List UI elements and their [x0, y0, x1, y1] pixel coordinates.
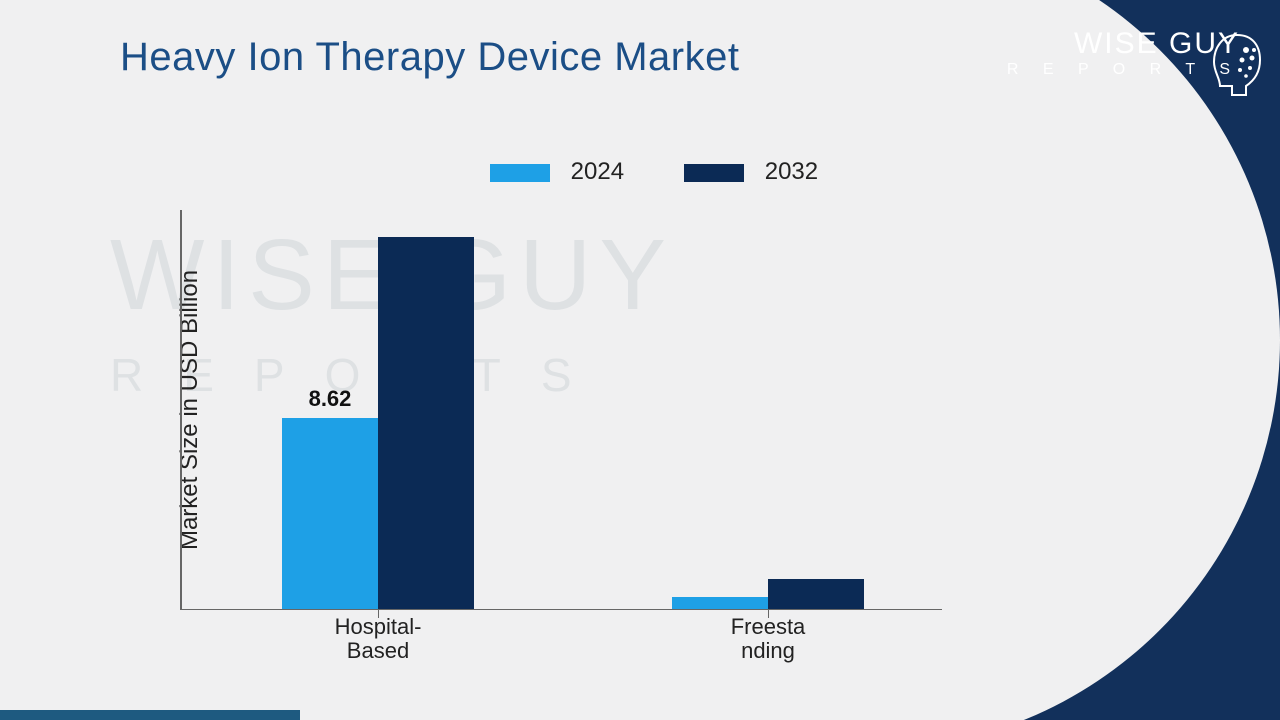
- legend-label-2032: 2032: [765, 158, 818, 185]
- legend: 2024 2032: [490, 158, 818, 186]
- legend-item-2032: 2032: [684, 158, 818, 186]
- bottom-accent-bar: [0, 710, 300, 720]
- report-canvas: Heavy Ion Therapy Device Market WISE GUY…: [0, 0, 1280, 720]
- legend-item-2024: 2024: [490, 158, 624, 186]
- value-label: 8.62: [282, 386, 378, 412]
- bar: [378, 237, 474, 610]
- bar: [768, 579, 864, 610]
- x-tick: [378, 610, 379, 618]
- chart-title: Heavy Ion Therapy Device Market: [120, 35, 739, 80]
- bar: [672, 597, 768, 610]
- x-tick-label: Hospital-Based: [282, 615, 474, 663]
- plot-area: Hospital-BasedFreestanding8.62: [180, 210, 942, 610]
- legend-swatch-2032: [684, 164, 744, 182]
- x-tick: [768, 610, 769, 618]
- x-tick-label: Freestanding: [672, 615, 864, 663]
- chart-region: Market Size in USD Billion 2024 2032 Hos…: [60, 150, 940, 670]
- brand-head-icon: [1202, 30, 1272, 100]
- legend-swatch-2024: [490, 164, 550, 182]
- bar: [282, 418, 378, 610]
- x-axis-line: [182, 609, 942, 610]
- legend-label-2024: 2024: [571, 158, 624, 185]
